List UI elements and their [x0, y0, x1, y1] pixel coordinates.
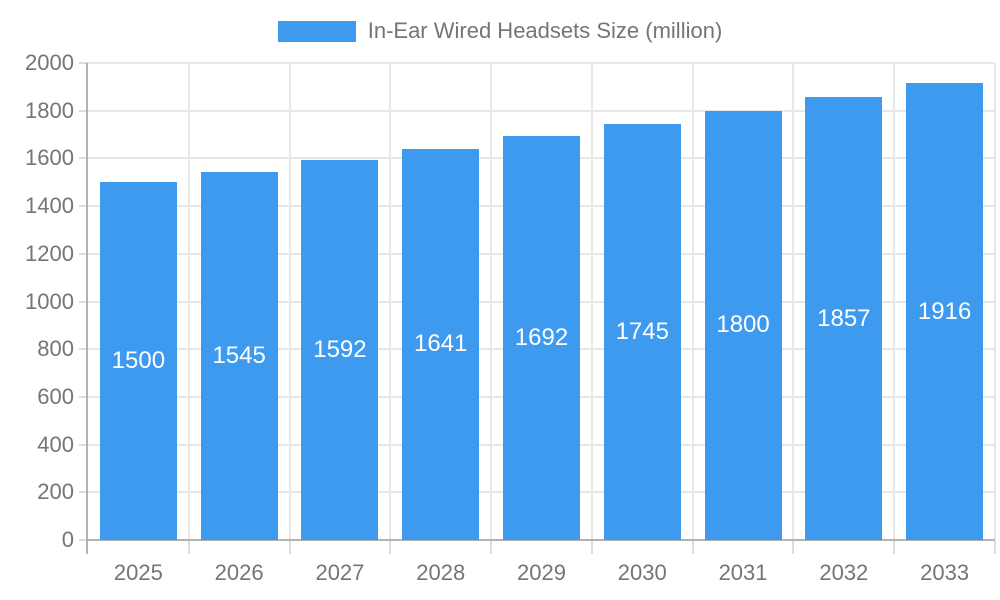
y-axis-tick	[79, 109, 88, 112]
bar-2033[interactable]: 1916	[906, 83, 984, 540]
x-axis-label: 2031	[718, 560, 768, 585]
y-axis-label: 800	[37, 336, 74, 362]
y-axis-label: 0	[61, 527, 74, 552]
gridline-vertical	[590, 63, 593, 540]
legend-swatch	[277, 20, 356, 42]
x-axis-label: 2032	[819, 560, 869, 585]
y-axis-tick	[79, 491, 88, 494]
x-axis-tick	[288, 541, 291, 554]
bar-value-label: 1745	[615, 317, 669, 345]
x-axis-label: 2027	[315, 560, 365, 585]
x-axis-label: 2033	[920, 560, 970, 585]
x-axis-label: 2028	[416, 560, 466, 585]
gridline-vertical	[187, 63, 190, 540]
chart-legend[interactable]: In-Ear Wired Headsets Size (million)	[0, 18, 1000, 44]
y-axis-tick	[79, 300, 88, 303]
bar-2027[interactable]: 1592	[301, 160, 379, 540]
y-axis-tick	[79, 252, 88, 255]
x-axis-tick	[389, 541, 392, 554]
y-axis-tick	[79, 443, 88, 446]
bar-2025[interactable]: 1500	[99, 182, 177, 540]
bar-value-label: 1857	[817, 304, 871, 332]
bar-value-label: 1916	[917, 297, 972, 325]
y-axis-tick	[79, 539, 88, 541]
y-axis-line	[86, 63, 88, 554]
y-axis-label: 1000	[25, 288, 74, 314]
y-axis-label: 1400	[25, 193, 74, 219]
bar-2026[interactable]: 1545	[200, 171, 278, 540]
x-axis-tick	[590, 541, 593, 554]
gridline-horizontal	[88, 62, 995, 64]
bar-value-label: 1545	[212, 341, 266, 369]
gridline-vertical	[893, 63, 896, 540]
x-axis-label: 2025	[113, 560, 163, 585]
x-axis-tick	[893, 541, 896, 554]
bar-value-label: 1692	[514, 324, 569, 352]
gridline-vertical	[490, 63, 493, 540]
y-axis-label: 1600	[25, 145, 74, 171]
y-axis-label: 400	[37, 431, 74, 457]
bar-2030[interactable]: 1745	[603, 123, 681, 540]
y-axis-label: 600	[37, 383, 74, 409]
x-axis-tick	[994, 541, 996, 554]
y-axis-tick	[79, 157, 88, 160]
bar-value-label: 1500	[111, 347, 166, 375]
x-axis-line	[86, 539, 995, 541]
x-axis-tick	[187, 541, 190, 554]
y-axis-label: 200	[37, 479, 74, 505]
gridline-vertical	[994, 63, 996, 540]
bar-2029[interactable]: 1692	[503, 136, 580, 540]
x-axis-label: 2026	[214, 560, 264, 585]
y-axis-label: 1200	[25, 240, 74, 266]
x-axis-label: 2029	[517, 560, 566, 585]
bar-value-label: 1641	[414, 330, 468, 358]
bar-2031[interactable]: 1800	[704, 110, 782, 540]
x-axis-tick	[792, 541, 795, 554]
x-axis-tick	[490, 541, 493, 554]
bar-value-label: 1592	[313, 336, 367, 364]
gridline-vertical	[389, 63, 392, 540]
y-axis-tick	[79, 62, 88, 64]
bar-2028[interactable]: 1641	[402, 148, 480, 540]
bar-value-label: 1800	[716, 311, 770, 339]
gridline-vertical	[691, 63, 694, 540]
x-axis-label: 2030	[617, 560, 667, 585]
x-axis-tick	[691, 541, 694, 554]
gridline-vertical	[792, 63, 795, 540]
gridline-vertical	[288, 63, 291, 540]
y-axis-label: 1800	[25, 97, 74, 123]
y-axis-tick	[79, 395, 88, 398]
y-axis-label: 2000	[25, 50, 74, 75]
gridline-horizontal	[88, 109, 995, 112]
y-axis-tick	[79, 205, 88, 208]
y-axis-tick	[79, 348, 88, 351]
legend-label: In-Ear Wired Headsets Size (million)	[367, 18, 723, 43]
bar-2032[interactable]: 1857	[805, 97, 883, 540]
